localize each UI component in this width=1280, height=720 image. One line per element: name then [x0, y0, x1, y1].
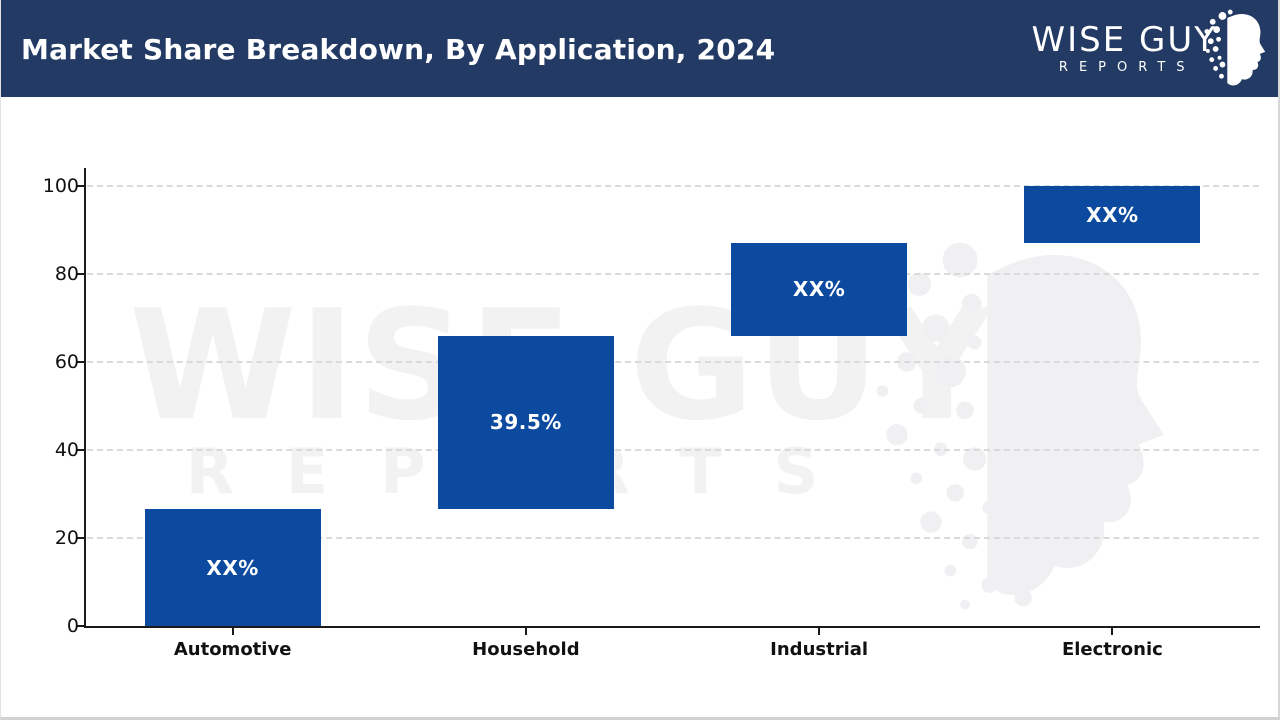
watermark-face-icon — [876, 242, 1164, 610]
y-axis-tick-mark — [76, 449, 84, 451]
brand-logo: WISE GUY REPORTS — [1031, 6, 1273, 92]
y-axis-tick-mark — [76, 625, 84, 627]
bar-household: 39.5% — [437, 335, 614, 510]
logo-wordmark-line1: WISE GUY — [1031, 19, 1217, 60]
y-axis-tick-label: 60 — [54, 351, 79, 373]
y-axis-tick-label: 20 — [54, 527, 79, 549]
y-axis-line — [84, 168, 86, 628]
x-axis-category-label-industrial: Industrial — [770, 639, 869, 660]
y-axis-tick-mark — [76, 185, 84, 187]
logo-wordmark: WISE GUY REPORTS — [1031, 19, 1217, 76]
y-axis-tick-label: 80 — [54, 263, 79, 285]
x-axis-tick-mark — [231, 628, 234, 635]
x-axis-line — [84, 626, 1260, 628]
bar-industrial: XX% — [731, 243, 908, 336]
gridline-80 — [87, 273, 1259, 275]
y-axis-tick-label: 40 — [54, 439, 79, 461]
bar-value-label-automotive: XX% — [206, 555, 259, 580]
bar-electronic: XX% — [1024, 186, 1201, 244]
gridline-100 — [87, 185, 1259, 187]
x-axis-category-label-household: Household — [472, 639, 580, 660]
logo-wordmark-line2: REPORTS — [1058, 60, 1196, 76]
y-axis-tick-mark — [76, 361, 84, 363]
bar-automotive: XX% — [144, 509, 321, 626]
bar-value-label-electronic: XX% — [1086, 202, 1139, 227]
bar-value-label-household: 39.5% — [489, 410, 562, 435]
x-axis-tick-mark — [524, 628, 527, 635]
x-axis-tick-mark — [818, 628, 821, 635]
y-axis-tick-label: 100 — [42, 175, 79, 197]
x-axis-category-label-electronic: Electronic — [1061, 639, 1163, 660]
header-bar: Market Share Breakdown, By Application, … — [1, 0, 1278, 97]
gridline-20 — [87, 537, 1259, 539]
x-axis-category-label-automotive: Automotive — [173, 639, 292, 660]
logo-face-icon — [1204, 9, 1266, 86]
gridline-40 — [87, 449, 1259, 451]
y-axis-tick-label: 0 — [66, 615, 79, 637]
bar-value-label-industrial: XX% — [792, 277, 846, 302]
y-axis-tick-mark — [76, 537, 84, 539]
y-axis-tick-mark — [76, 273, 84, 275]
gridline-60 — [87, 361, 1259, 363]
plot-area: 0 20 40 60 80 100 Automotive Household Industria… — [1, 97, 1278, 717]
page-title: Market Share Breakdown, By Application, … — [21, 33, 776, 66]
chart-area: WISE GUY REPORTS 020406080100AutomotiveH… — [1, 97, 1278, 717]
x-axis-tick-mark — [1111, 628, 1114, 635]
